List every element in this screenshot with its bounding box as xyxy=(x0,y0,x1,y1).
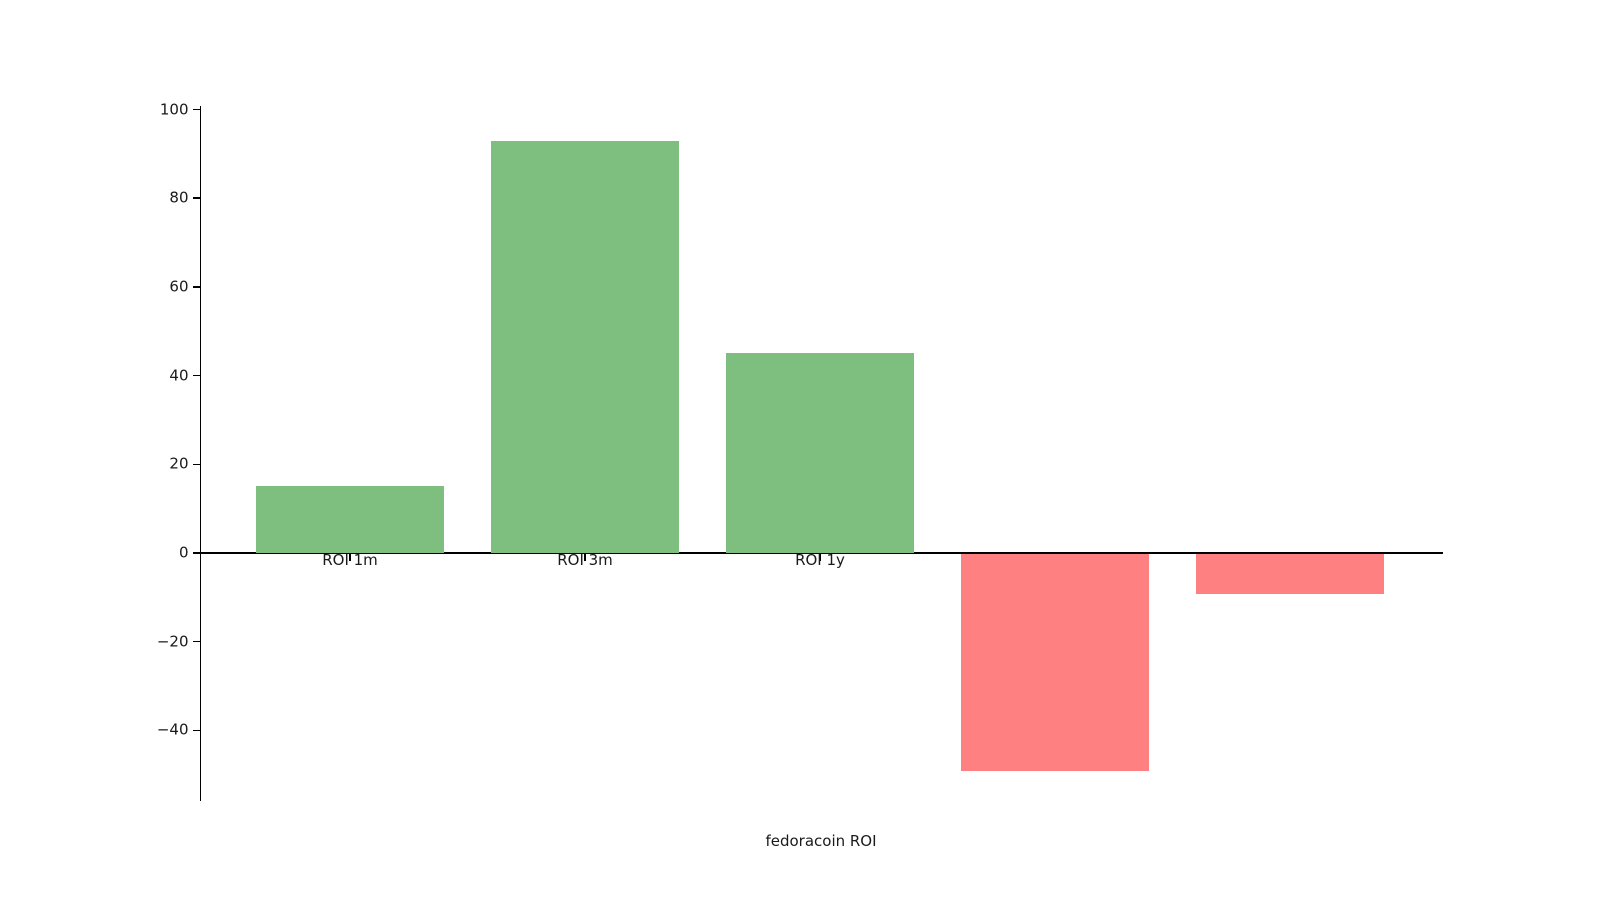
bar-negative-4 xyxy=(961,553,1149,772)
y-tick-mark xyxy=(192,463,200,466)
y-tick-label: −20 xyxy=(156,632,189,651)
x-tick-label: ROI 1m xyxy=(322,551,378,569)
y-axis-line xyxy=(199,106,201,801)
y-tick-label: −40 xyxy=(156,720,189,739)
bar-roi-1y xyxy=(726,353,914,553)
y-tick-mark xyxy=(192,374,200,377)
bar-roi-1m xyxy=(256,486,444,553)
y-tick-label: 60 xyxy=(169,277,189,296)
y-tick-mark xyxy=(192,729,200,732)
y-tick-label: 20 xyxy=(169,454,189,473)
x-tick-label: ROI 3m xyxy=(557,551,613,569)
y-tick-mark xyxy=(192,640,200,643)
x-axis-title: fedoracoin ROI xyxy=(765,832,877,850)
bar-negative-5 xyxy=(1196,553,1384,594)
x-tick-mark xyxy=(819,553,821,561)
y-tick-mark xyxy=(192,286,200,288)
x-axis-line xyxy=(199,552,1443,554)
x-tick-label: ROI 1y xyxy=(795,551,845,569)
y-tick-mark xyxy=(192,197,200,199)
y-tick-mark xyxy=(192,552,200,554)
bar-roi-3m xyxy=(491,140,679,553)
x-tick-mark xyxy=(584,553,586,561)
y-tick-label: 0 xyxy=(178,543,189,562)
y-tick-label: 100 xyxy=(159,100,189,118)
y-tick-label: 40 xyxy=(169,366,189,385)
y-tick-label: 80 xyxy=(169,188,189,207)
x-tick-mark xyxy=(349,553,351,561)
y-tick-mark xyxy=(192,108,200,111)
